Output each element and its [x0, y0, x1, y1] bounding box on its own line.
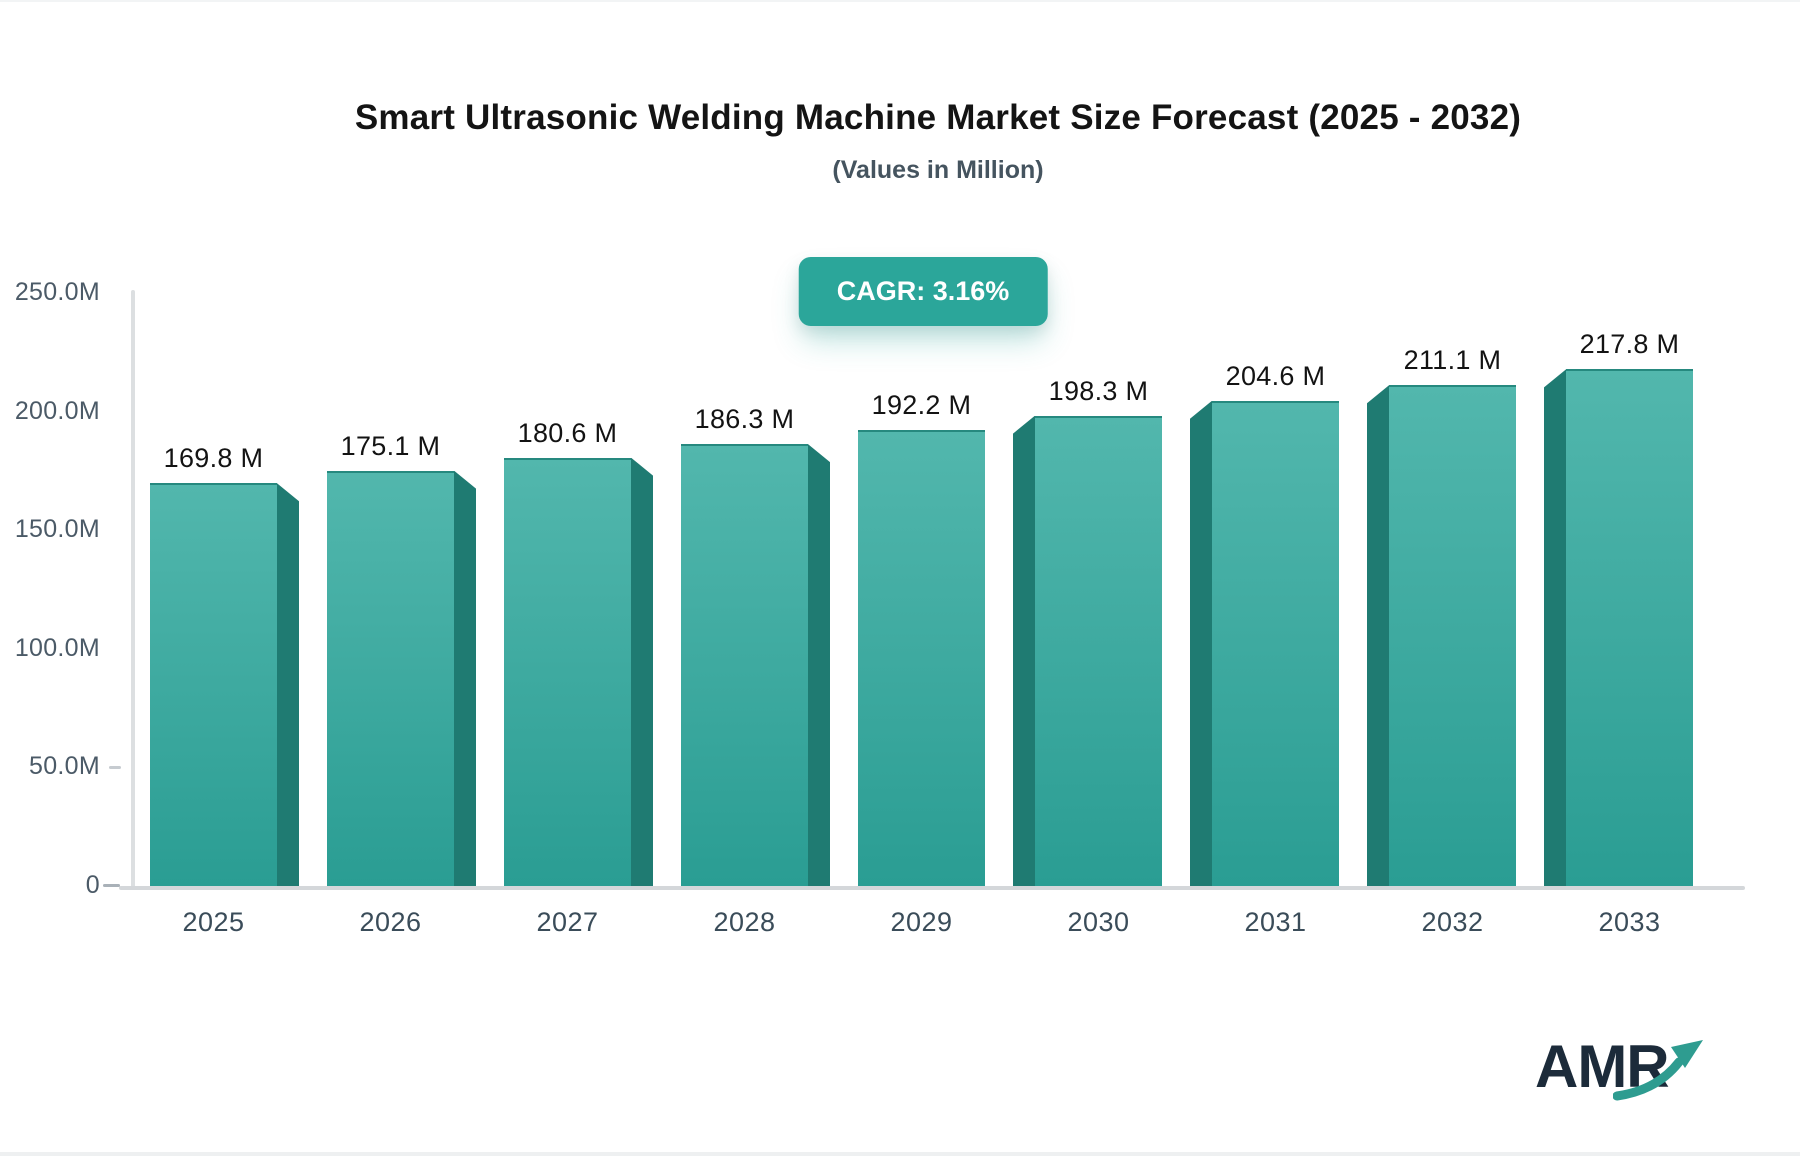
x-axis-label-2028: 2028	[713, 907, 776, 937]
bar-3d-side	[1190, 400, 1212, 886]
amr-logo: AMR	[1535, 1032, 1725, 1112]
bar-2029	[858, 430, 985, 886]
x-axis-label-2027: 2027	[536, 907, 599, 937]
bar-value-label: 211.1 M	[1403, 345, 1502, 376]
bar-3d-side	[1013, 415, 1035, 886]
chart-title: Smart Ultrasonic Welding Machine Market …	[354, 98, 1522, 137]
bar-value-label: 180.6 M	[517, 417, 618, 448]
x-axis-label-2031: 2031	[1244, 907, 1307, 937]
bar-2026	[327, 470, 476, 886]
bar-value-label: 186.3 M	[694, 404, 795, 435]
bar-value-label: 217.8 M	[1579, 329, 1680, 360]
bar-face	[681, 444, 808, 886]
bar-3d-side	[1367, 385, 1389, 886]
bar-face	[504, 457, 631, 886]
bar-2025	[150, 483, 299, 886]
x-axis-baseline	[119, 886, 1745, 890]
y-axis-tick-label: 150.0M	[14, 515, 100, 544]
chart-subtitle: (Values in Million)	[832, 156, 1044, 184]
bar-2030	[1013, 415, 1162, 886]
bar-3d-side	[808, 444, 830, 886]
bar-3d-side	[1544, 369, 1566, 886]
y-axis-tick-mark	[109, 766, 121, 770]
bar-value-label: 192.2 M	[871, 390, 972, 421]
bar-3d-side	[454, 470, 476, 886]
bar-2027	[504, 457, 653, 886]
bar-2033	[1544, 369, 1693, 886]
bar-value-label: 169.8 M	[163, 443, 264, 474]
bar-face	[150, 483, 277, 886]
bar-face	[858, 430, 985, 886]
bar-face	[1566, 369, 1693, 886]
bar-face	[1035, 415, 1162, 886]
bar-face	[1389, 385, 1516, 886]
y-axis-tick-label: 50.0M	[29, 752, 100, 781]
bar-value-label: 204.6 M	[1225, 360, 1326, 391]
x-axis-label-2029: 2029	[890, 907, 953, 937]
y-axis-tick-mark	[103, 884, 120, 887]
cagr-badge: CAGR: 3.16%	[798, 257, 1048, 326]
x-axis-label-2025: 2025	[182, 907, 245, 937]
bar-3d-side	[277, 483, 299, 886]
y-axis-line	[131, 290, 135, 889]
bar-3d-side	[631, 457, 653, 886]
bar-2031	[1190, 400, 1339, 886]
y-axis-tick-label: 250.0M	[14, 278, 100, 306]
growth-arrow-icon	[1613, 1040, 1703, 1101]
chart-header: Smart Ultrasonic Welding Machine Market …	[38, 98, 1800, 185]
y-axis-tick-label: 0	[85, 871, 100, 899]
y-axis-tick-label: 200.0M	[14, 396, 100, 425]
x-axis-label-2033: 2033	[1598, 907, 1661, 937]
bar-value-label: 198.3 M	[1048, 375, 1149, 406]
bar-2032	[1367, 385, 1516, 886]
x-axis-label-2032: 2032	[1421, 907, 1484, 937]
bar-face	[327, 470, 454, 886]
bar-face	[1212, 400, 1339, 886]
y-axis-tick-label: 100.0M	[14, 633, 100, 662]
x-axis-label-2030: 2030	[1067, 907, 1130, 937]
bar-value-label: 175.1 M	[340, 430, 441, 461]
x-axis-label-2026: 2026	[359, 907, 422, 937]
bar-2028	[681, 444, 830, 886]
